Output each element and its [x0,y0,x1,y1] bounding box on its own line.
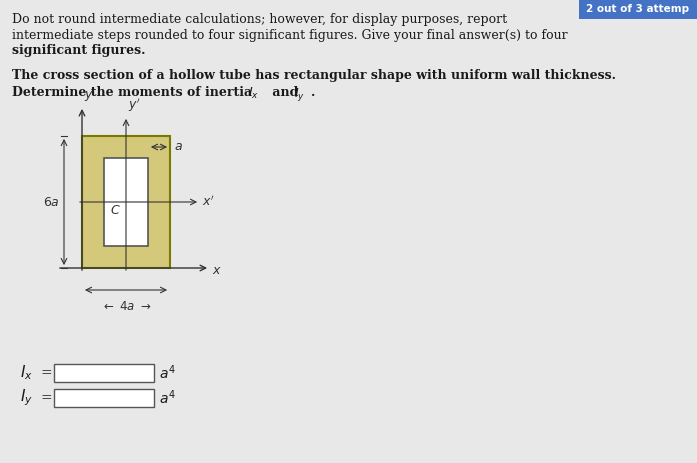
Text: Do not round intermediate calculations; however, for display purposes, report: Do not round intermediate calculations; … [12,13,507,26]
Text: $I_y$: $I_y$ [294,86,305,103]
Text: =: = [40,391,52,405]
Text: $x$: $x$ [212,263,222,276]
Bar [54,389,154,407]
Bar [82,136,170,268]
Text: $I_x$: $I_x$ [20,363,33,382]
Text: Determine the moments of inertia: Determine the moments of inertia [12,86,256,99]
Text: significant figures.: significant figures. [12,44,146,57]
Text: $I_y$: $I_y$ [20,388,33,408]
Text: intermediate steps rounded to four significant figures. Give your final answer(s: intermediate steps rounded to four signi… [12,29,567,42]
Bar [104,158,148,246]
Text: $x'$: $x'$ [202,195,215,209]
Text: $I_x$: $I_x$ [248,86,259,101]
Text: The cross section of a hollow tube has rectangular shape with uniform wall thick: The cross section of a hollow tube has r… [12,69,616,82]
Bar [54,364,154,382]
Text: $a^4$: $a^4$ [159,364,176,382]
Text: $\leftarrow\ 4a\ \rightarrow$: $\leftarrow\ 4a\ \rightarrow$ [101,300,151,313]
Text: $y'$: $y'$ [128,96,141,114]
Text: =: = [40,366,52,380]
Text: $a^4$: $a^4$ [159,389,176,407]
Text: 2 out of 3 attemp: 2 out of 3 attemp [586,5,689,14]
Text: $C$: $C$ [110,204,121,217]
Bar [579,0,697,19]
Text: $y$: $y$ [84,89,94,103]
Text: $a$: $a$ [174,140,183,154]
Text: and: and [268,86,302,99]
Text: .: . [311,86,315,99]
Text: $6a$: $6a$ [43,195,60,208]
